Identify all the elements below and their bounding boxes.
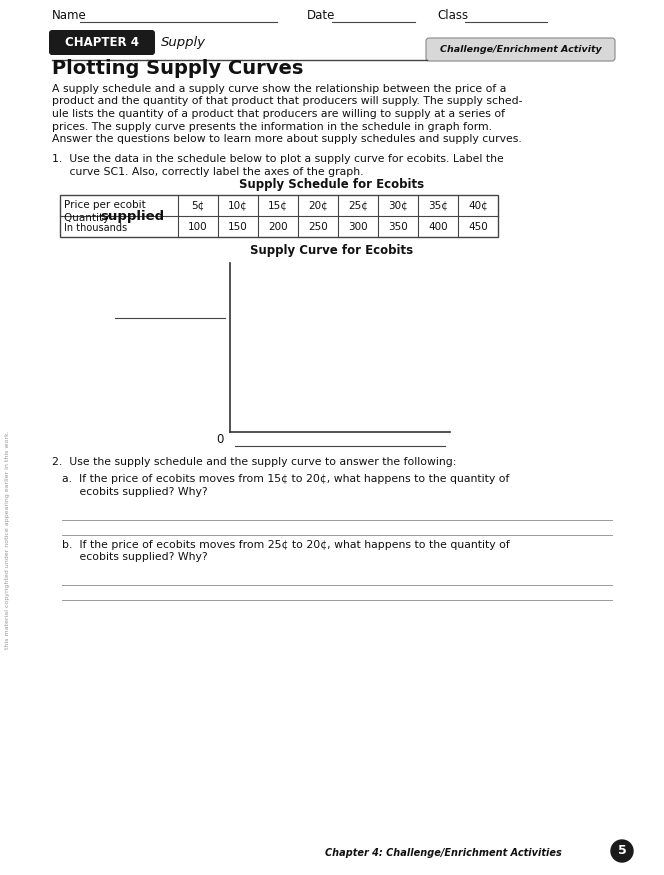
FancyBboxPatch shape xyxy=(49,30,155,55)
Text: 25¢: 25¢ xyxy=(348,200,368,211)
Text: a.  If the price of ecobits moves from 15¢ to 20¢, what happens to the quantity : a. If the price of ecobits moves from 15… xyxy=(62,474,509,485)
Text: CHAPTER 4: CHAPTER 4 xyxy=(65,36,139,49)
Text: 15¢: 15¢ xyxy=(268,200,288,211)
Text: Supply Schedule for Ecobits: Supply Schedule for Ecobits xyxy=(240,178,424,191)
Text: Name: Name xyxy=(52,9,87,22)
Text: 5: 5 xyxy=(618,844,626,858)
Text: 0: 0 xyxy=(216,433,224,446)
Text: 150: 150 xyxy=(228,221,248,232)
Text: 35¢: 35¢ xyxy=(428,200,448,211)
Text: Quantity: Quantity xyxy=(64,213,112,223)
Text: b.  If the price of ecobits moves from 25¢ to 20¢, what happens to the quantity : b. If the price of ecobits moves from 25… xyxy=(62,540,510,550)
Text: product and the quantity of that product that producers will supply. The supply : product and the quantity of that product… xyxy=(52,96,523,107)
Text: 100: 100 xyxy=(188,221,208,232)
Text: Price per ecobit: Price per ecobit xyxy=(64,200,146,211)
Text: ule lists the quantity of a product that producers are willing to supply at a se: ule lists the quantity of a product that… xyxy=(52,109,505,119)
Text: 20¢: 20¢ xyxy=(308,200,328,211)
Text: 250: 250 xyxy=(308,221,328,232)
Text: 30¢: 30¢ xyxy=(388,200,408,211)
Text: Answer the questions below to learn more about supply schedules and supply curve: Answer the questions below to learn more… xyxy=(52,134,522,144)
Text: ecobits supplied? Why?: ecobits supplied? Why? xyxy=(62,552,208,562)
Text: Supply: Supply xyxy=(161,36,206,49)
Text: Chapter 4: Challenge/Enrichment Activities: Chapter 4: Challenge/Enrichment Activiti… xyxy=(325,848,562,858)
Text: A supply schedule and a supply curve show the relationship between the price of : A supply schedule and a supply curve sho… xyxy=(52,84,507,94)
Text: 40¢: 40¢ xyxy=(468,200,488,211)
Text: curve SC1. Also, correctly label the axes of the graph.: curve SC1. Also, correctly label the axe… xyxy=(52,167,363,177)
Text: supplied: supplied xyxy=(100,210,164,223)
Text: In thousands: In thousands xyxy=(64,223,127,233)
Circle shape xyxy=(611,840,633,862)
Text: 300: 300 xyxy=(348,221,368,232)
Text: 400: 400 xyxy=(428,221,448,232)
Text: this material copyrighted under notice appearing earlier in this work.: this material copyrighted under notice a… xyxy=(5,430,11,649)
Text: Supply Curve for Ecobits: Supply Curve for Ecobits xyxy=(250,244,414,257)
Text: 10¢: 10¢ xyxy=(228,200,248,211)
Text: 2.  Use the supply schedule and the supply curve to answer the following:: 2. Use the supply schedule and the suppl… xyxy=(52,457,456,467)
FancyBboxPatch shape xyxy=(426,38,615,61)
Text: 5¢: 5¢ xyxy=(191,200,205,211)
Text: Date: Date xyxy=(307,9,335,22)
Text: 200: 200 xyxy=(268,221,288,232)
Text: 350: 350 xyxy=(388,221,408,232)
Text: 450: 450 xyxy=(468,221,488,232)
Text: ecobits supplied? Why?: ecobits supplied? Why? xyxy=(62,487,208,497)
Bar xyxy=(60,195,498,237)
Text: Challenge/Enrichment Activity: Challenge/Enrichment Activity xyxy=(440,45,602,54)
Text: 1.  Use the data in the schedule below to plot a supply curve for ecobits. Label: 1. Use the data in the schedule below to… xyxy=(52,155,504,164)
Text: prices. The supply curve presents the information in the schedule in graph form.: prices. The supply curve presents the in… xyxy=(52,122,492,131)
Text: Class: Class xyxy=(437,9,468,22)
Text: Plotting Supply Curves: Plotting Supply Curves xyxy=(52,59,303,78)
